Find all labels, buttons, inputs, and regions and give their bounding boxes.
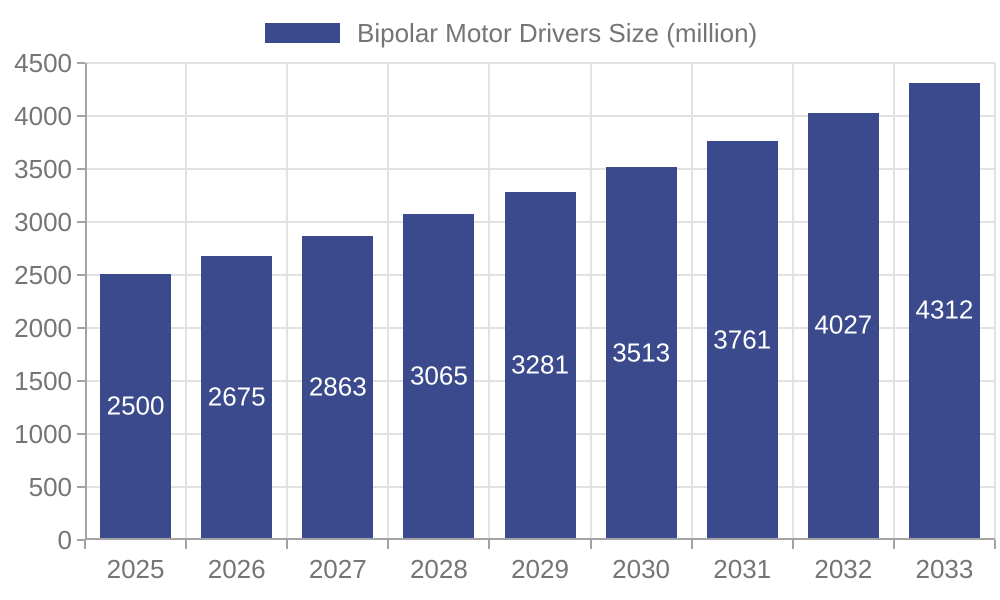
x-tick-label: 2031 — [713, 554, 772, 584]
x-tick-label: 2026 — [207, 554, 266, 584]
gridline-horizontal — [85, 168, 995, 170]
gridline-vertical — [690, 63, 693, 540]
legend: Bipolar Motor Drivers Size (million) — [265, 14, 757, 52]
gridline-vertical — [185, 63, 188, 540]
x-axis-tick — [589, 540, 592, 549]
x-axis-line — [85, 538, 995, 540]
bar-value-label: 2500 — [106, 390, 165, 421]
legend-swatch — [265, 23, 340, 43]
y-axis-tick — [77, 115, 85, 117]
y-tick-label: 3000 — [14, 207, 72, 237]
y-axis-tick — [77, 62, 85, 64]
bar-2025: 2500 — [100, 274, 172, 538]
bar-2027: 2863 — [302, 235, 374, 538]
x-tick-label: 2028 — [409, 554, 468, 584]
y-tick-label: 1500 — [14, 366, 72, 396]
bar-value-label: 4027 — [814, 309, 873, 340]
bar-value-label: 3065 — [409, 360, 468, 391]
x-tick-label: 2027 — [308, 554, 367, 584]
y-axis-tick — [77, 486, 85, 488]
y-axis-tick — [77, 168, 85, 170]
bar-2029: 3281 — [504, 191, 576, 538]
x-tick-label: 2025 — [106, 554, 165, 584]
bar-value-label: 4312 — [915, 294, 974, 325]
bar-value-label: 3513 — [612, 337, 671, 368]
x-axis-tick — [185, 540, 188, 549]
y-tick-label: 1000 — [14, 419, 72, 449]
bar-2028: 3065 — [403, 214, 475, 538]
y-tick-label: 3500 — [14, 154, 72, 184]
y-tick-label: 2000 — [14, 313, 72, 343]
legend-label: Bipolar Motor Drivers Size (million) — [357, 17, 758, 48]
y-tick-label: 0 — [57, 525, 72, 555]
gridline-vertical — [387, 63, 390, 540]
x-axis-tick — [791, 540, 794, 549]
gridline-horizontal — [85, 115, 995, 117]
bar-2026: 2675 — [201, 255, 273, 538]
gridline-vertical — [791, 63, 794, 540]
x-axis-tick — [387, 540, 390, 549]
x-axis-tick — [690, 540, 693, 549]
bar-value-label: 2675 — [207, 381, 266, 412]
y-tick-label: 500 — [28, 472, 72, 502]
bar-value-label: 3281 — [511, 349, 569, 380]
y-axis-tick — [77, 380, 85, 382]
y-axis-tick — [77, 274, 85, 276]
bar-2030: 3513 — [605, 167, 677, 538]
y-axis-line — [85, 63, 87, 540]
gridline-vertical — [286, 63, 289, 540]
gridline-vertical — [488, 63, 491, 540]
bar-2032: 4027 — [807, 112, 879, 538]
y-tick-label: 4500 — [14, 48, 72, 78]
x-axis-tick — [84, 540, 86, 549]
y-axis-tick — [77, 221, 85, 223]
x-axis-tick — [286, 540, 289, 549]
x-tick-label: 2029 — [511, 554, 569, 584]
y-tick-label: 2500 — [14, 260, 72, 290]
y-axis-tick — [77, 433, 85, 435]
bar-2033: 4312 — [908, 82, 980, 538]
bar-2031: 3761 — [706, 141, 778, 538]
x-axis-tick — [488, 540, 491, 549]
bar-value-label: 3761 — [713, 324, 772, 354]
gridline-vertical — [994, 63, 996, 540]
y-axis-tick — [77, 539, 85, 541]
bar-value-label: 2863 — [308, 371, 367, 402]
y-tick-label: 4000 — [14, 101, 72, 131]
gridline-vertical — [892, 63, 895, 540]
x-tick-label: 2030 — [612, 554, 671, 584]
y-axis-tick — [77, 327, 85, 329]
plot-area: 2500 2675 2863 3065 3281 3513 3761 4027 4312 — [85, 62, 996, 540]
x-tick-label: 2033 — [915, 554, 974, 584]
x-tick-label: 2032 — [814, 554, 873, 584]
x-axis-tick — [892, 540, 895, 549]
gridline-horizontal — [85, 62, 995, 64]
x-axis-tick — [994, 540, 996, 549]
gridline-vertical — [589, 63, 592, 540]
